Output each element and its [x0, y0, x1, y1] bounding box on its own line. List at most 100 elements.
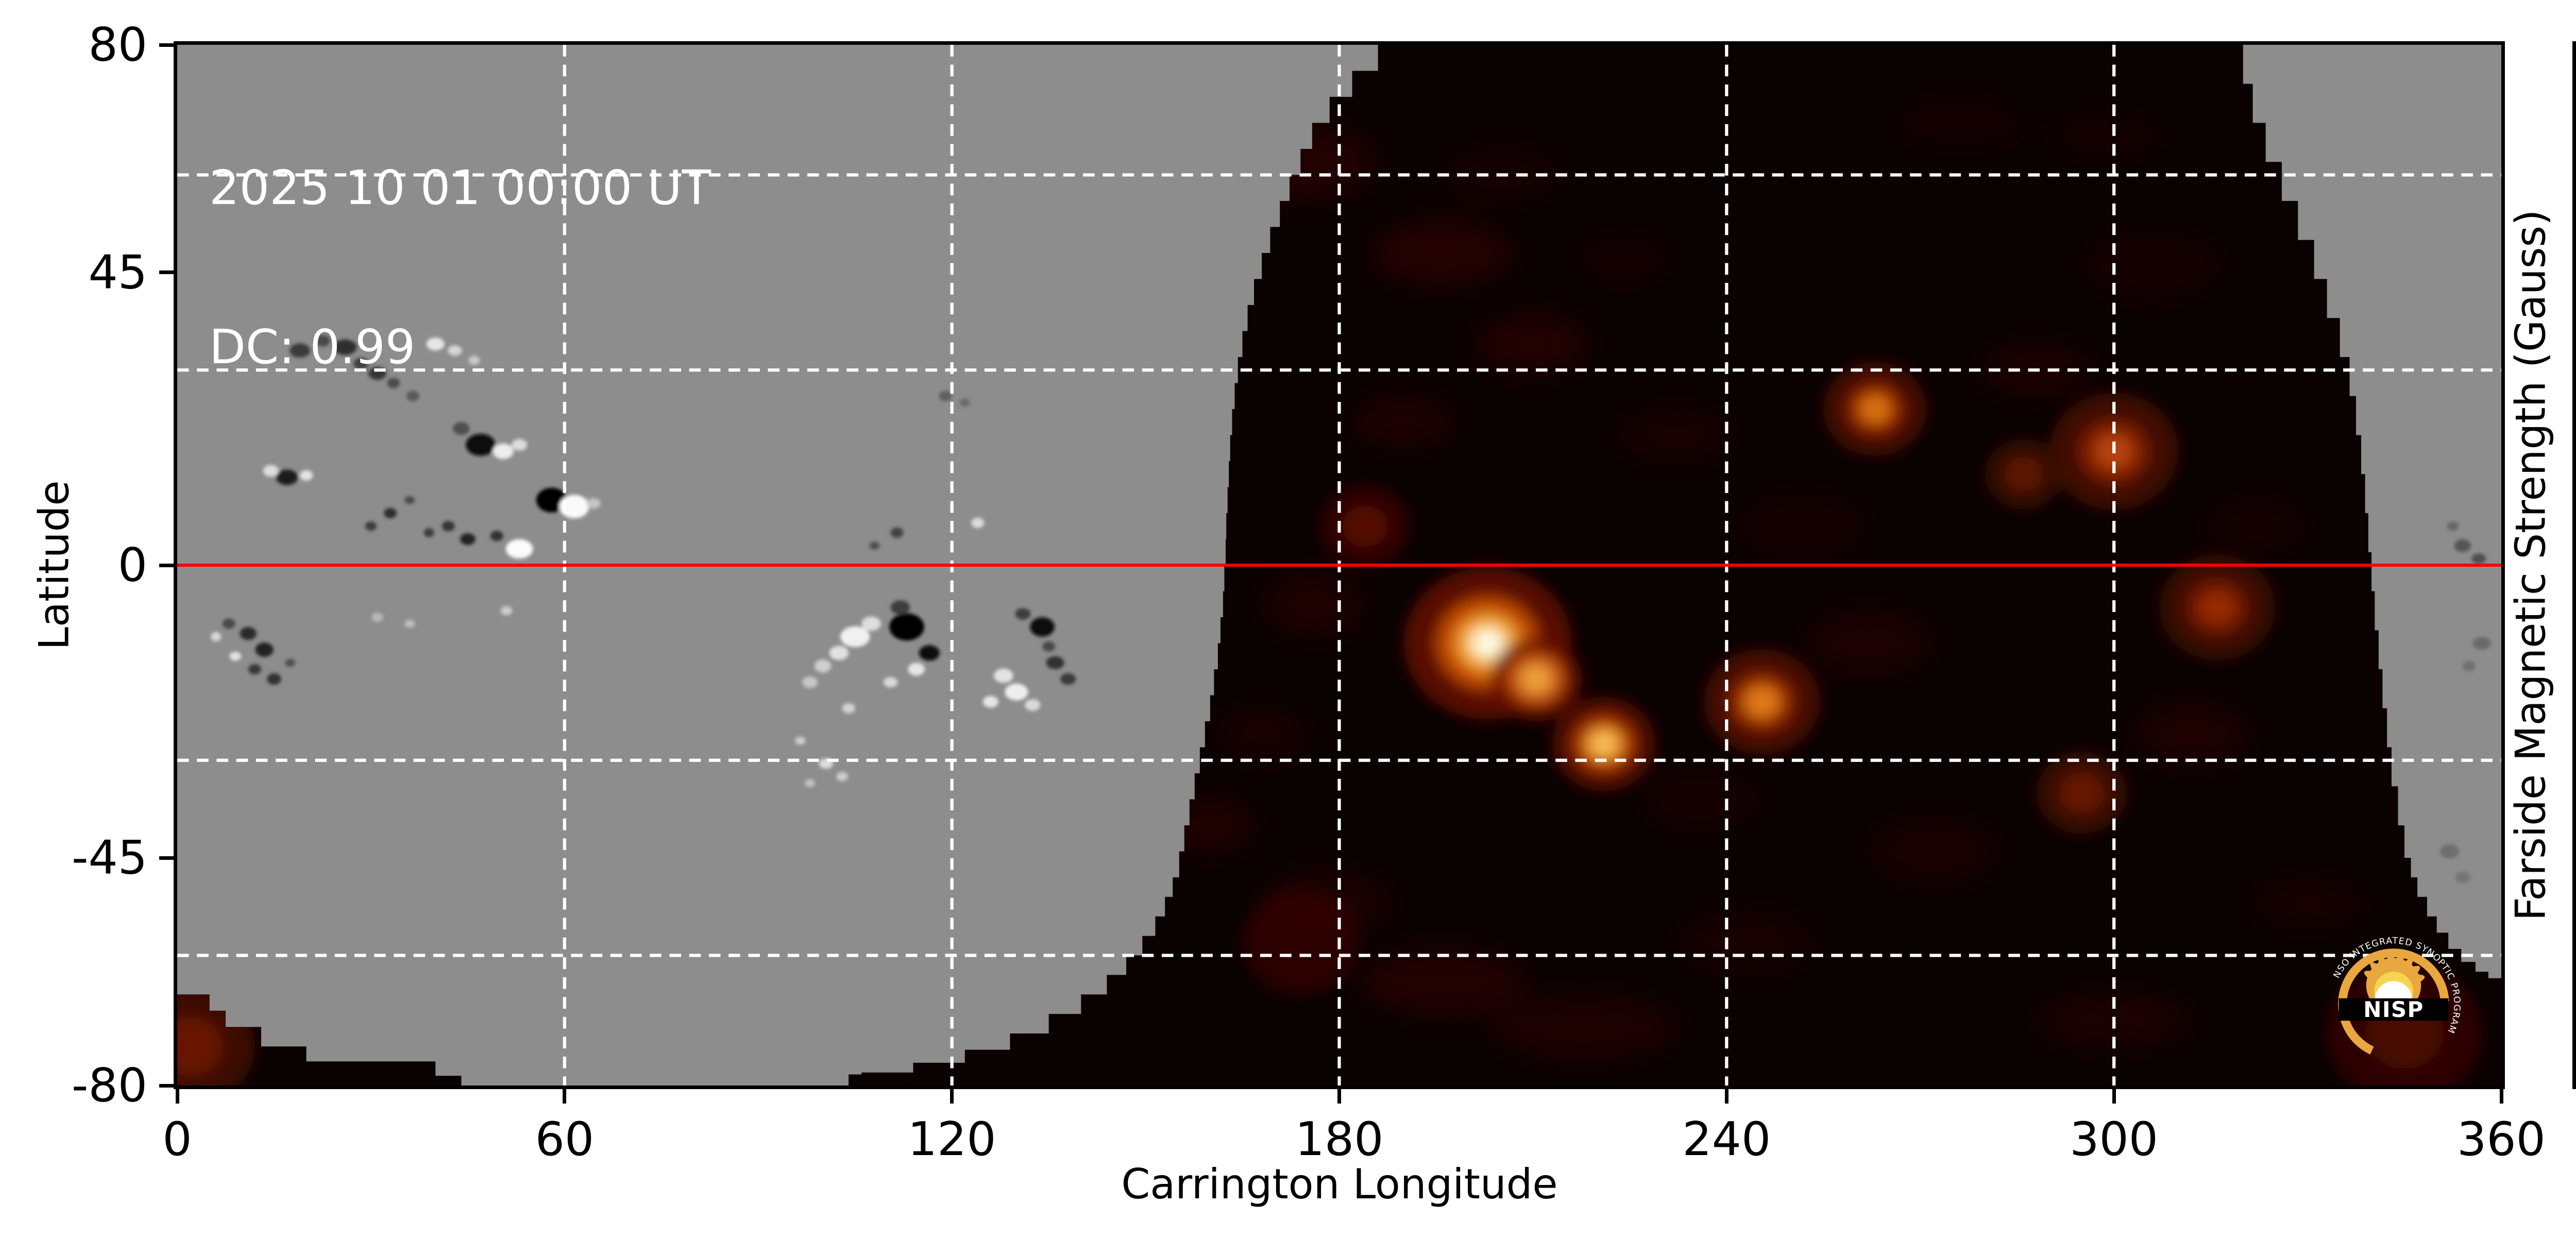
x-tick-mark	[1337, 1086, 1341, 1104]
faint-blob	[2204, 500, 2308, 552]
magnetogram-speck	[2471, 553, 2486, 564]
x-tick-mark	[2499, 1086, 2503, 1104]
hot-spot	[177, 1017, 223, 1076]
x-tick-label: 300	[2070, 1112, 2159, 1166]
dc-annotation: DC: 0.99	[209, 319, 416, 375]
hot-spot	[1242, 889, 1359, 995]
magnetogram-speck	[500, 606, 513, 616]
magnetogram-speck	[861, 616, 881, 631]
magnetogram-speck	[836, 772, 848, 782]
magnetogram-speck	[512, 439, 528, 451]
faint-blob	[1487, 994, 1682, 1060]
magnetogram-speck	[919, 645, 940, 661]
faint-blob	[2133, 702, 2250, 767]
magnetogram-speck	[222, 618, 235, 629]
magnetogram-speck	[387, 378, 400, 388]
magnetogram-speck	[490, 531, 503, 541]
y-axis-label: Latitude	[30, 480, 78, 650]
magnetogram-speck	[1015, 608, 1031, 620]
y-tick-mark	[159, 1083, 177, 1088]
faint-blob	[1642, 767, 1759, 832]
hot-spot	[2199, 591, 2235, 624]
logo-band	[2338, 998, 2449, 1021]
x-tick-label: 360	[2457, 1112, 2546, 1166]
magnetogram-speck	[994, 668, 1013, 683]
magnetogram-speck	[2462, 660, 2476, 671]
hot-spot	[1592, 733, 1616, 755]
magnetogram-speck	[448, 345, 462, 356]
plot-annotations: 2025 10 01 00:00 UT DC: 0.99	[209, 55, 711, 480]
y-tick-label: 0	[117, 538, 147, 592]
magnetogram-speck	[255, 642, 274, 657]
magnetogram-speck	[1046, 656, 1064, 669]
magnetogram-speck	[814, 659, 832, 673]
magnetogram-speck	[1030, 617, 1055, 637]
magnetogram-speck	[2454, 539, 2471, 552]
magnetogram-speck	[267, 673, 281, 685]
magnetogram-speck	[285, 658, 296, 667]
faint-blob	[1804, 610, 1934, 676]
y-tick-mark	[159, 856, 177, 860]
magnetogram-speck	[466, 433, 496, 456]
magnetogram-speck	[795, 737, 806, 745]
magnetogram-speck	[423, 528, 434, 537]
x-tick-mark	[2112, 1086, 2116, 1104]
magnetogram-speck	[1060, 673, 1076, 685]
magnetogram-speck	[333, 339, 357, 355]
magnetogram-speck	[353, 358, 369, 369]
logo-ring	[2338, 948, 2449, 1060]
x-tick-mark	[563, 1086, 567, 1104]
faint-blob	[1739, 494, 1869, 559]
y-tick-label: 45	[88, 245, 147, 300]
faint-blob	[2249, 877, 2366, 929]
x-tick-mark	[175, 1086, 179, 1104]
x-tick-mark	[1724, 1086, 1728, 1104]
y-tick-mark	[159, 43, 177, 47]
farside-active-regions	[177, 362, 2482, 1086]
magnetogram-speck	[300, 470, 313, 481]
magnetogram-speck	[426, 337, 445, 351]
magnetogram-speck	[804, 779, 816, 787]
magnetogram-speck	[890, 600, 910, 615]
hot-spot	[2059, 772, 2105, 813]
date-annotation: 2025 10 01 00:00 UT	[209, 160, 711, 216]
magnetogram-speck	[536, 487, 567, 513]
x-tick-mark	[950, 1086, 954, 1104]
faint-blob	[2081, 233, 2224, 299]
magnetogram-speck	[829, 646, 849, 660]
hot-spot	[1342, 505, 1388, 547]
magnetogram-speck	[404, 620, 415, 628]
magnetogram-speck	[468, 355, 480, 365]
magnetogram-speck	[840, 626, 870, 648]
plot-area: 2025 10 01 00:00 UT DC: 0.99 NISP NSO INT…	[174, 41, 2505, 1089]
magnetogram-speck	[248, 664, 261, 675]
magnetogram-speck	[1025, 699, 1041, 711]
magnetogram-speck	[959, 398, 970, 406]
frontside-active-regions	[211, 335, 2491, 884]
magnetogram-speck	[240, 626, 257, 640]
x-tick-label: 60	[535, 1112, 595, 1166]
magnetogram-speck	[2439, 844, 2460, 859]
x-tick-label: 180	[1295, 1112, 1384, 1166]
magnetogram-speck	[586, 498, 601, 509]
y-tick-label: -45	[72, 830, 147, 885]
x-axis-label: Carrington Longitude	[1121, 1160, 1558, 1208]
magnetogram-speck	[229, 651, 242, 661]
faint-blob	[2049, 110, 2166, 162]
magnetogram-speck	[889, 613, 924, 641]
faint-blob	[1216, 708, 1307, 760]
magnetogram-speck	[890, 527, 904, 538]
farside-strip	[849, 1074, 907, 1086]
faint-blob	[1617, 409, 1733, 461]
magnetogram-speck	[276, 469, 298, 485]
faint-blob	[1359, 948, 1527, 1014]
magnetogram-speck	[939, 391, 952, 401]
magnetogram-speck	[802, 676, 818, 688]
magnetogram-speck	[982, 696, 998, 708]
faint-blob	[1371, 220, 1514, 286]
faint-blob	[1869, 819, 1998, 884]
magnetogram-speck	[371, 613, 383, 622]
magnetogram-speck	[971, 517, 985, 529]
